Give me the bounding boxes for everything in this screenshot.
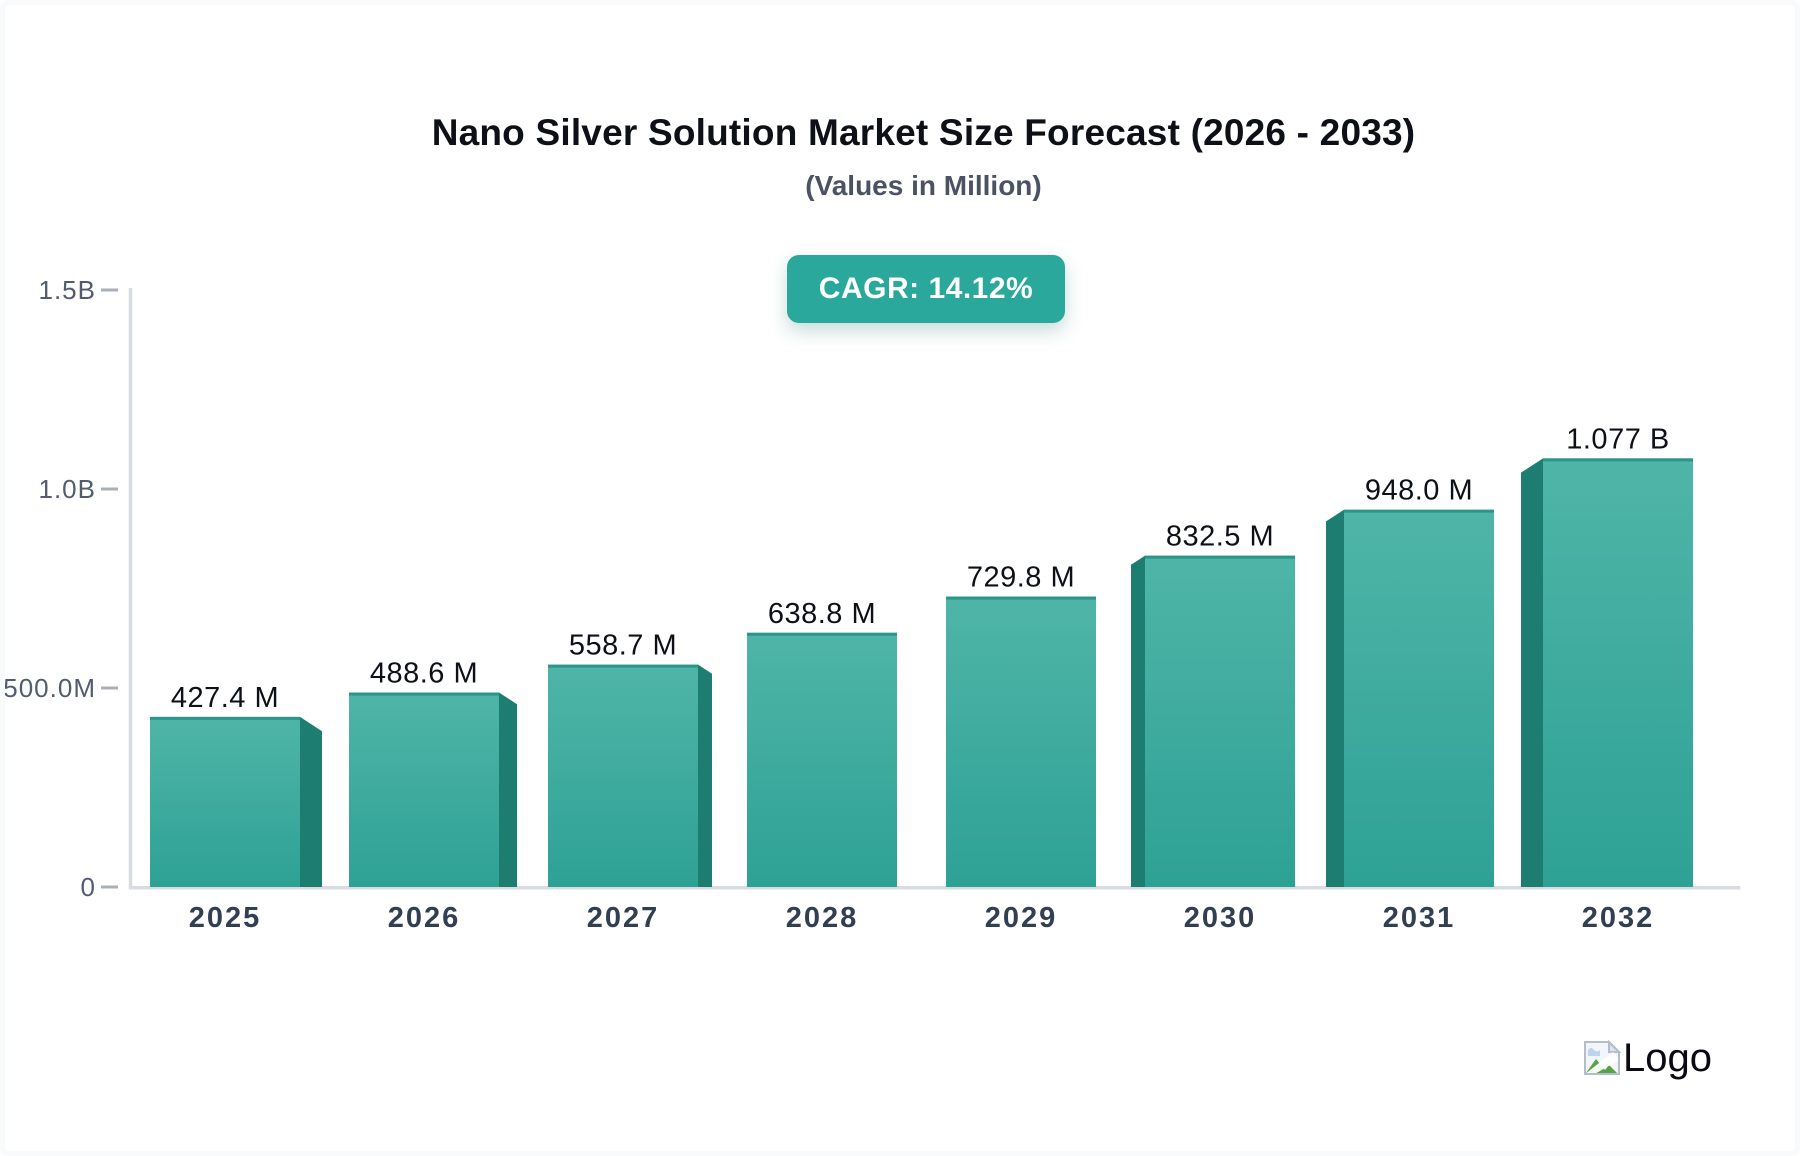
x-tick-label: 2025 <box>189 902 262 934</box>
y-tick-label: 1.5B <box>39 275 97 305</box>
bar-2027[interactable] <box>548 664 712 887</box>
y-axis-line <box>128 288 133 890</box>
bar-value-label: 558.7 M <box>569 630 677 662</box>
x-tick-label: 2030 <box>1184 902 1257 934</box>
bar-top-edge <box>150 716 300 720</box>
bar-value-label: 832.5 M <box>1166 521 1274 553</box>
bar-front-face <box>1344 509 1494 887</box>
bar-front-face <box>1543 458 1693 887</box>
x-tick-label: 2026 <box>388 902 461 934</box>
bar-side-face <box>300 716 322 887</box>
bar-front-face <box>1145 555 1295 887</box>
bar-value-label: 638.8 M <box>768 598 876 630</box>
bar-2029[interactable] <box>946 596 1096 887</box>
bar-front-face <box>349 692 499 887</box>
logo: Logo <box>1583 1038 1712 1078</box>
y-tick-label: 0 <box>81 872 96 902</box>
y-tick-mark <box>101 487 118 491</box>
bar-2032[interactable] <box>1521 458 1693 887</box>
bar-top-edge <box>747 632 897 636</box>
y-tick-mark <box>101 288 118 292</box>
bar-value-label: 488.6 M <box>370 658 478 690</box>
x-tick-label: 2032 <box>1582 902 1655 934</box>
bar-side-face <box>1131 555 1145 887</box>
broken-image-icon <box>1584 1040 1621 1075</box>
chart-title: Nano Silver Solution Market Size Forecas… <box>431 112 1416 153</box>
bar-2031[interactable] <box>1326 509 1494 887</box>
y-tick-label: 1.0B <box>39 474 97 504</box>
bar-front-face <box>747 632 897 887</box>
bar-top-edge <box>349 692 499 696</box>
x-tick-label: 2029 <box>985 902 1058 934</box>
bar-side-face <box>499 692 517 887</box>
bar-2026[interactable] <box>349 692 517 887</box>
bar-side-face <box>1521 458 1543 887</box>
logo-text: Logo <box>1623 1036 1712 1080</box>
x-axis-line <box>128 886 1741 890</box>
y-tick-label: 500.0M <box>3 673 96 703</box>
cagr-badge: CAGR: 14.12% <box>787 255 1065 323</box>
bar-top-edge <box>1344 509 1494 513</box>
bar-value-label: 1.077 B <box>1566 423 1669 455</box>
bar-value-label: 729.8 M <box>967 562 1075 594</box>
bar-side-face <box>1326 509 1344 887</box>
bar-2030[interactable] <box>1131 555 1295 887</box>
bar-2028[interactable] <box>747 632 897 887</box>
x-tick-label: 2031 <box>1383 902 1456 934</box>
bar-2025[interactable] <box>150 716 322 887</box>
bar-top-edge <box>548 664 698 668</box>
chart-subtitle: (Values in Million) <box>805 170 1042 201</box>
x-tick-label: 2027 <box>587 902 660 934</box>
y-tick-mark <box>101 885 118 889</box>
cagr-badge-label: CAGR: 14.12% <box>818 272 1034 305</box>
y-tick-mark <box>101 686 118 690</box>
bar-top-edge <box>1543 458 1693 462</box>
bar-side-face <box>698 664 712 887</box>
x-tick-label: 2028 <box>786 902 859 934</box>
bar-top-edge <box>1145 555 1295 559</box>
bar-front-face <box>946 596 1096 887</box>
bar-top-edge <box>946 596 1096 600</box>
bar-front-face <box>548 664 698 887</box>
bar-value-label: 427.4 M <box>171 682 279 714</box>
bar-value-label: 948.0 M <box>1365 475 1473 507</box>
bar-front-face <box>150 716 300 887</box>
